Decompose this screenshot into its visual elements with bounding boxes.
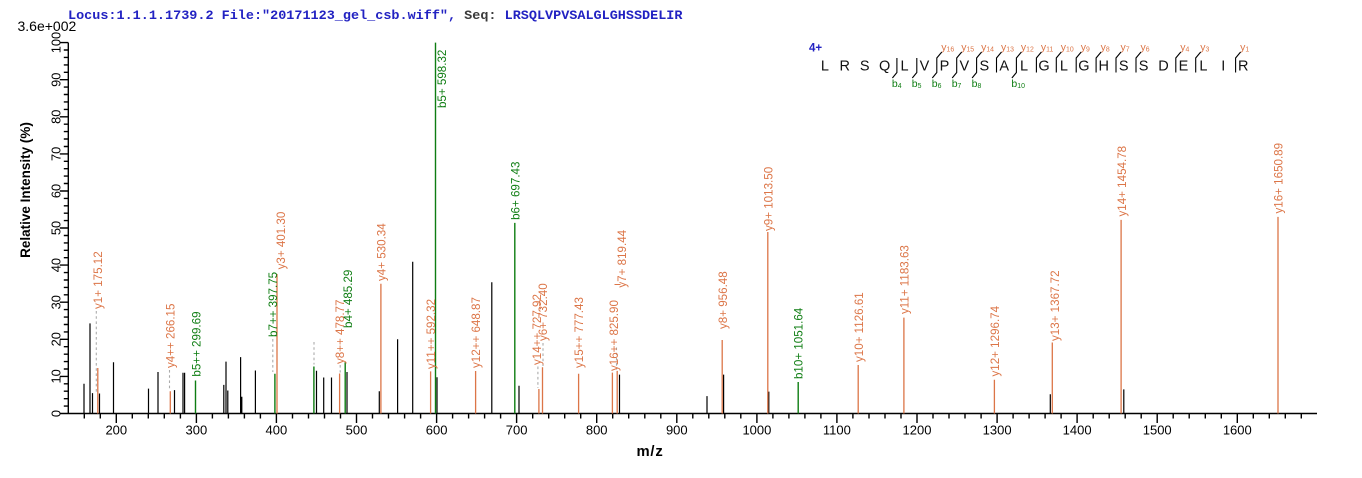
svg-text:y6+ 732.40: y6+ 732.40 — [537, 283, 550, 341]
svg-text:b8: b8 — [972, 78, 982, 90]
svg-text:D: D — [1158, 59, 1168, 75]
svg-text:G: G — [1038, 59, 1049, 75]
svg-text:y15++ 777.43: y15++ 777.43 — [573, 297, 586, 368]
svg-text:1400: 1400 — [1063, 423, 1092, 438]
svg-text:Relative Intensity (%): Relative Intensity (%) — [18, 122, 33, 258]
svg-text:G: G — [1078, 59, 1089, 75]
svg-text:y14+ 1454.78: y14+ 1454.78 — [1116, 146, 1129, 217]
svg-text:1000: 1000 — [742, 423, 771, 438]
svg-text:y14++ 727.92: y14++ 727.92 — [531, 294, 544, 365]
svg-text:R: R — [840, 59, 850, 75]
svg-text:1500: 1500 — [1143, 423, 1172, 438]
svg-text:y9+ 1013.50: y9+ 1013.50 — [763, 167, 776, 231]
svg-text:y9: y9 — [1081, 42, 1090, 54]
svg-text:500: 500 — [346, 423, 368, 438]
svg-text:700: 700 — [506, 423, 528, 438]
svg-text:y11+ 1183.63: y11+ 1183.63 — [899, 245, 912, 314]
svg-text:P: P — [940, 59, 950, 75]
svg-text:L: L — [821, 59, 829, 75]
svg-text:y1: y1 — [1240, 42, 1249, 54]
svg-text:L: L — [901, 59, 909, 75]
svg-text:b4+ 485.29: b4+ 485.29 — [342, 270, 355, 328]
svg-text:y8++ 478.77: y8++ 478.77 — [334, 300, 347, 364]
svg-text:y13+ 1367.72: y13+ 1367.72 — [1049, 270, 1062, 341]
svg-text:y4+ 530.34: y4+ 530.34 — [376, 223, 389, 281]
svg-text:y1+ 175.12: y1+ 175.12 — [92, 251, 105, 309]
svg-text:3.6e+002: 3.6e+002 — [18, 18, 77, 34]
svg-text:E: E — [1179, 59, 1189, 75]
svg-text:y8+ 956.48: y8+ 956.48 — [717, 271, 730, 329]
svg-text:y7+ 819.44: y7+ 819.44 — [616, 229, 629, 287]
svg-text:y3: y3 — [1200, 42, 1209, 54]
svg-text:70: 70 — [49, 147, 64, 161]
svg-text:y7: y7 — [1121, 42, 1130, 54]
svg-text:V: V — [959, 59, 969, 75]
svg-text:L: L — [1060, 59, 1068, 75]
svg-text:1600: 1600 — [1223, 423, 1252, 438]
svg-text:30: 30 — [49, 295, 64, 309]
svg-text:800: 800 — [586, 423, 608, 438]
svg-text:y10+ 1126.61: y10+ 1126.61 — [853, 292, 866, 362]
svg-text:20: 20 — [49, 332, 64, 346]
svg-text:y6: y6 — [1141, 42, 1150, 54]
svg-text:S: S — [979, 59, 989, 75]
svg-text:60: 60 — [49, 184, 64, 198]
svg-text:b7++ 397.75: b7++ 397.75 — [267, 272, 280, 337]
svg-text:b6+ 697.43: b6+ 697.43 — [510, 162, 523, 220]
svg-text:b7: b7 — [952, 78, 962, 90]
svg-text:b10+ 1051.64: b10+ 1051.64 — [793, 307, 806, 379]
svg-text:y8: y8 — [1101, 42, 1110, 54]
svg-text:b5+ 598.32: b5+ 598.32 — [436, 50, 449, 108]
svg-text:A: A — [999, 59, 1009, 75]
svg-text:1100: 1100 — [823, 423, 851, 438]
svg-text:y11++ 592.32: y11++ 592.32 — [425, 299, 438, 369]
svg-text:300: 300 — [186, 423, 208, 438]
svg-text:S: S — [860, 59, 870, 75]
svg-text:80: 80 — [49, 110, 64, 124]
svg-text:y12++ 648.87: y12++ 648.87 — [470, 297, 483, 368]
svg-text:200: 200 — [105, 423, 127, 438]
svg-text:b4: b4 — [892, 78, 902, 90]
svg-text:V: V — [920, 59, 930, 75]
svg-text:y16+ 1650.89: y16+ 1650.89 — [1273, 143, 1286, 214]
svg-text:Locus:1.1.1.1739.2 File:"20171: Locus:1.1.1.1739.2 File:"20171123_gel_cs… — [68, 8, 683, 23]
svg-text:b5++ 299.69: b5++ 299.69 — [191, 311, 204, 376]
svg-text:R: R — [1238, 59, 1248, 75]
svg-text:4+: 4+ — [809, 43, 822, 55]
svg-text:1300: 1300 — [983, 423, 1012, 438]
svg-text:y3+ 401.30: y3+ 401.30 — [275, 212, 288, 270]
svg-text:L: L — [1020, 59, 1028, 75]
svg-text:S: S — [1119, 59, 1129, 75]
svg-text:H: H — [1099, 59, 1109, 75]
svg-text:90: 90 — [49, 73, 64, 87]
svg-text:y12+ 1296.74: y12+ 1296.74 — [989, 305, 1002, 376]
svg-text:L: L — [1199, 59, 1207, 75]
svg-text:1200: 1200 — [903, 423, 932, 438]
svg-text:900: 900 — [666, 423, 688, 438]
svg-text:600: 600 — [426, 423, 448, 438]
svg-text:400: 400 — [266, 423, 288, 438]
svg-text:I: I — [1221, 59, 1225, 75]
svg-text:40: 40 — [49, 258, 64, 272]
svg-text:y4++ 266.15: y4++ 266.15 — [165, 304, 178, 368]
svg-text:10: 10 — [49, 369, 64, 383]
svg-text:Q: Q — [879, 59, 890, 75]
svg-text:50: 50 — [49, 221, 64, 235]
svg-text:b5: b5 — [912, 78, 922, 90]
svg-text:y4: y4 — [1180, 42, 1189, 54]
svg-text:m/z: m/z — [636, 444, 663, 460]
svg-text:0: 0 — [49, 410, 64, 417]
svg-text:b6: b6 — [932, 78, 942, 90]
svg-text:y16++ 825.90: y16++ 825.90 — [608, 300, 621, 371]
svg-text:100: 100 — [49, 32, 64, 53]
svg-text:S: S — [1139, 59, 1149, 75]
